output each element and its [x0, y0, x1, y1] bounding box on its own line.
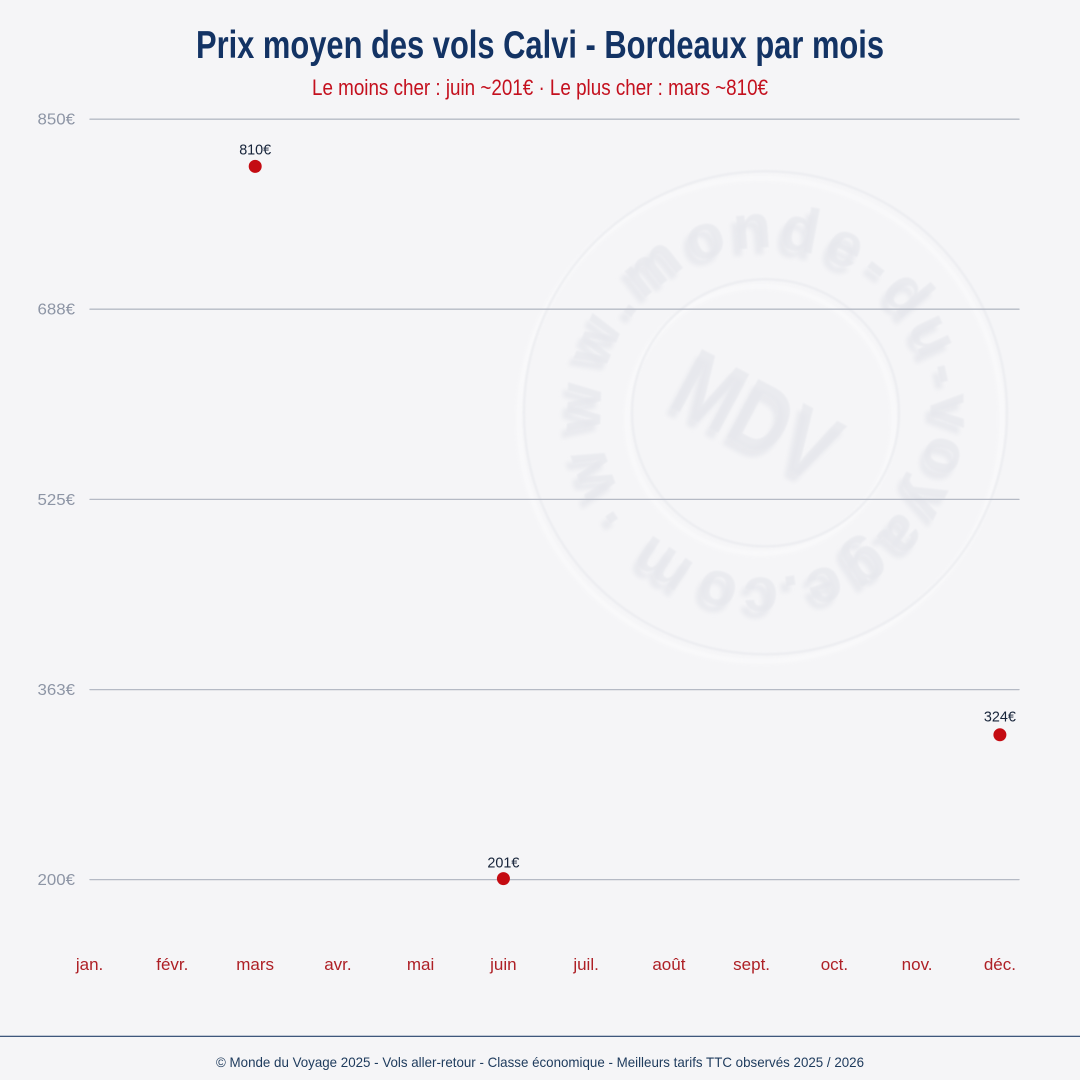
svg-text:c: c: [737, 570, 774, 641]
svg-text:200€: 200€: [38, 872, 76, 889]
svg-text:n: n: [730, 191, 774, 264]
svg-text:525€: 525€: [38, 492, 76, 509]
svg-text:v: v: [916, 393, 986, 429]
svg-text:324€: 324€: [984, 709, 1017, 726]
svg-text:Prix moyen des vols Calvi - Bo: Prix moyen des vols Calvi - Bordeaux par…: [196, 24, 884, 67]
svg-text:c: c: [742, 563, 779, 634]
svg-text:juil.: juil.: [572, 955, 599, 974]
svg-text:mai: mai: [407, 955, 434, 974]
svg-text:févr.: févr.: [156, 955, 188, 974]
svg-text:avr.: avr.: [324, 955, 351, 974]
svg-text:Le moins cher : juin ~201€ · L: Le moins cher : juin ~201€ · Le plus che…: [312, 75, 768, 100]
svg-text:sept.: sept.: [733, 955, 770, 974]
svg-text:363€: 363€: [38, 682, 76, 699]
svg-text:201€: 201€: [487, 854, 520, 871]
svg-text:810€: 810€: [239, 141, 272, 158]
svg-text:850€: 850€: [38, 112, 76, 129]
svg-text:© Monde du Voyage 2025 - Vols: © Monde du Voyage 2025 - Vols aller-reto…: [216, 1054, 864, 1070]
svg-text:août: août: [652, 955, 685, 974]
svg-text:nov.: nov.: [902, 955, 933, 974]
svg-text:juin: juin: [489, 955, 516, 974]
svg-text:mars: mars: [236, 955, 274, 974]
svg-text:déc.: déc.: [984, 955, 1016, 974]
svg-text:oct.: oct.: [821, 955, 848, 974]
svg-text:w: w: [539, 388, 610, 441]
svg-text:n: n: [725, 198, 769, 271]
svg-text:w: w: [544, 381, 615, 434]
svg-text:jan.: jan.: [75, 955, 103, 974]
svg-text:v: v: [911, 400, 981, 436]
svg-text:688€: 688€: [38, 302, 76, 319]
